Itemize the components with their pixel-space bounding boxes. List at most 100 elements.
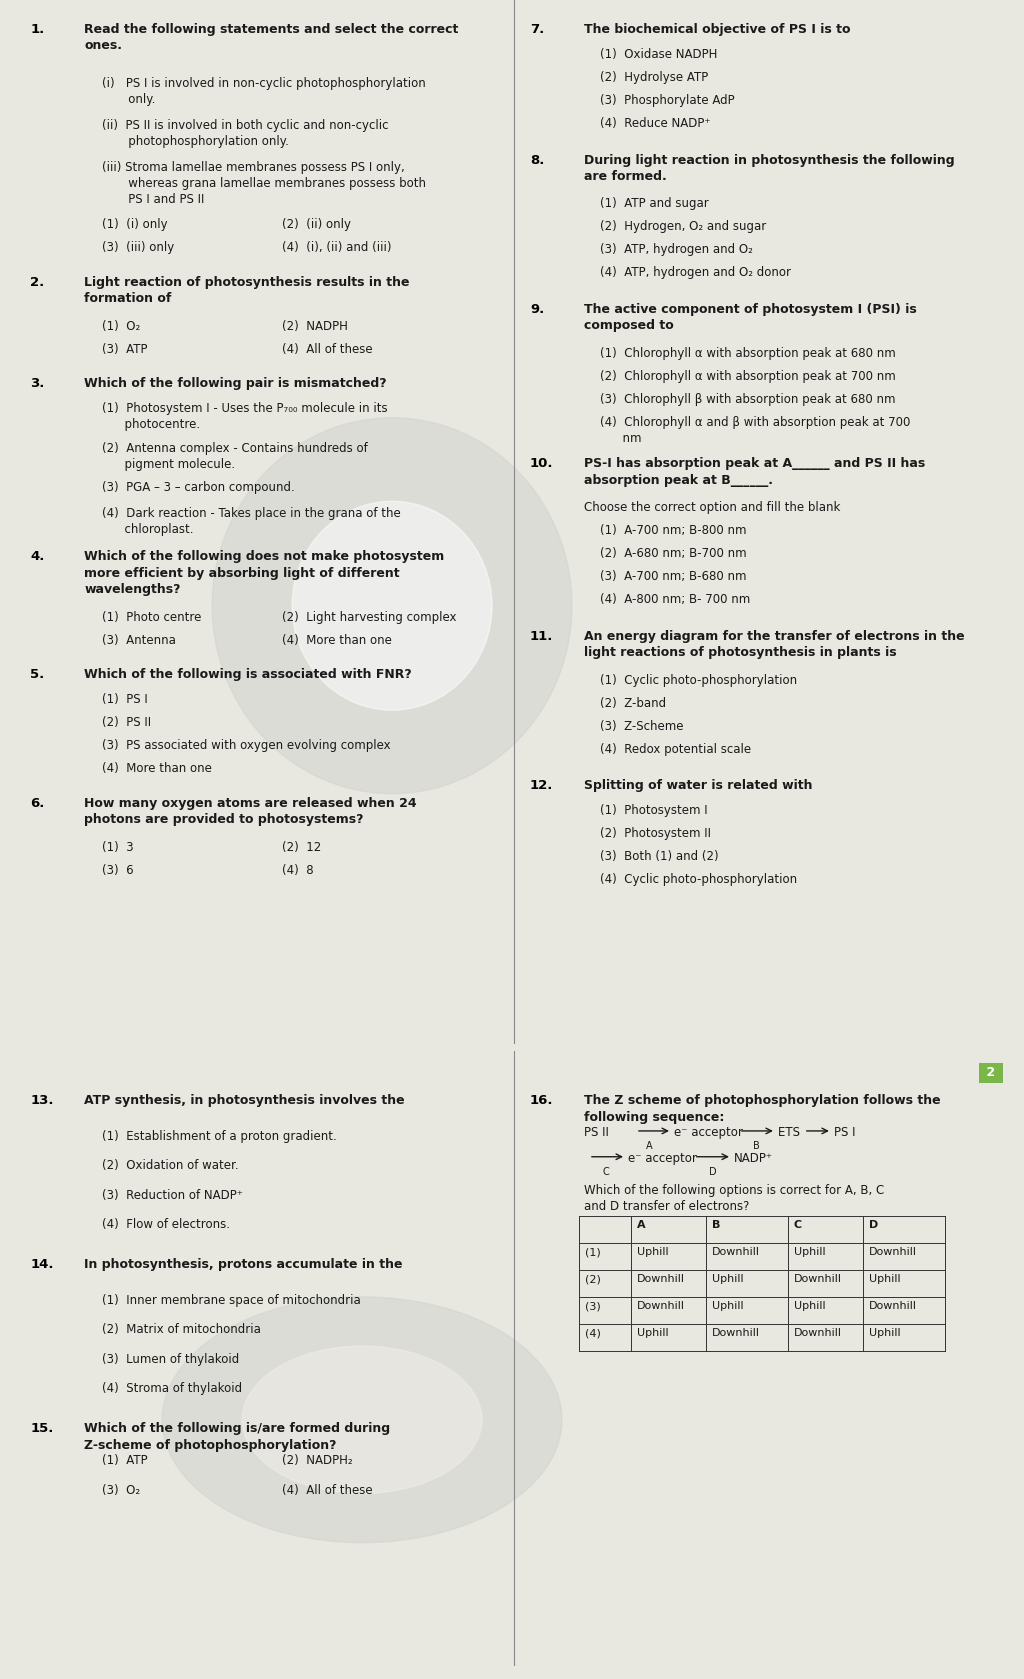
Text: (4)  Flow of electrons.: (4) Flow of electrons. [102, 1219, 230, 1231]
Text: 8.: 8. [530, 153, 545, 166]
Text: (2)  Z-band: (2) Z-band [600, 697, 666, 710]
Text: Uphill: Uphill [637, 1247, 669, 1258]
Text: (3)  ATP, hydrogen and O₂: (3) ATP, hydrogen and O₂ [600, 243, 753, 257]
Text: (iii) Stroma lamellae membranes possess PS I only,
       whereas grana lamellae: (iii) Stroma lamellae membranes possess … [102, 161, 426, 207]
Text: Light reaction of photosynthesis results in the
formation of: Light reaction of photosynthesis results… [84, 275, 410, 306]
Text: 14.: 14. [31, 1258, 54, 1271]
Text: (2)  Photosystem II: (2) Photosystem II [600, 828, 711, 840]
Text: Downhill: Downhill [637, 1274, 685, 1284]
Circle shape [292, 502, 492, 710]
Text: (3)  6: (3) 6 [102, 863, 134, 876]
Text: e⁻ acceptor: e⁻ acceptor [628, 1152, 700, 1165]
Text: Uphill: Uphill [794, 1247, 825, 1258]
Text: During light reaction in photosynthesis the following
are formed.: During light reaction in photosynthesis … [584, 153, 954, 183]
Text: (2): (2) [585, 1274, 601, 1284]
Text: (1)  Photosystem I - Uses the P₇₀₀ molecule in its
      photocentre.: (1) Photosystem I - Uses the P₇₀₀ molecu… [102, 401, 388, 432]
Text: 9.: 9. [530, 302, 544, 316]
Text: 12.: 12. [530, 779, 553, 792]
Text: A: A [637, 1221, 645, 1231]
Text: (1)  Inner membrane space of mitochondria: (1) Inner membrane space of mitochondria [102, 1295, 361, 1306]
Text: (2)  Hydrogen, O₂ and sugar: (2) Hydrogen, O₂ and sugar [600, 220, 766, 233]
Circle shape [242, 1347, 482, 1494]
Text: (1)  PS I: (1) PS I [102, 693, 148, 707]
Text: (4): (4) [585, 1328, 601, 1338]
Text: (4)  More than one: (4) More than one [102, 762, 212, 776]
Text: (3)  Both (1) and (2): (3) Both (1) and (2) [600, 850, 719, 863]
Text: 1.: 1. [31, 24, 44, 35]
Text: 7.: 7. [530, 24, 544, 35]
Text: ETS: ETS [778, 1127, 804, 1138]
Text: (4)  Reduce NADP⁺: (4) Reduce NADP⁺ [600, 118, 711, 129]
Text: 4.: 4. [31, 551, 45, 564]
Text: (1)  Establishment of a proton gradient.: (1) Establishment of a proton gradient. [102, 1130, 337, 1143]
Text: Uphill: Uphill [712, 1274, 743, 1284]
Text: (4)  ATP, hydrogen and O₂ donor: (4) ATP, hydrogen and O₂ donor [600, 267, 791, 279]
Text: (1)  Cyclic photo-phosphorylation: (1) Cyclic photo-phosphorylation [600, 673, 797, 687]
Text: Downhill: Downhill [712, 1328, 760, 1338]
Text: (4)  Stroma of thylakoid: (4) Stroma of thylakoid [102, 1382, 243, 1395]
Text: (1)  Chlorophyll α with absorption peak at 680 nm: (1) Chlorophyll α with absorption peak a… [600, 348, 896, 359]
Text: (3)  PS associated with oxygen evolving complex: (3) PS associated with oxygen evolving c… [102, 739, 391, 752]
Text: 15.: 15. [31, 1422, 53, 1436]
Text: (4)  Cyclic photo-phosphorylation: (4) Cyclic photo-phosphorylation [600, 873, 797, 887]
Text: (1): (1) [585, 1247, 601, 1258]
Circle shape [212, 418, 572, 794]
Text: (3): (3) [585, 1301, 601, 1311]
Text: (1)  (i) only: (1) (i) only [102, 218, 168, 232]
Text: (1)  O₂: (1) O₂ [102, 319, 140, 332]
Text: Which of the following is/are formed during
Z-scheme of photophosphorylation?: Which of the following is/are formed dur… [84, 1422, 390, 1452]
Text: (4)  All of these: (4) All of these [283, 343, 373, 356]
Text: D: D [709, 1167, 717, 1177]
Text: (ii)  PS II is involved in both cyclic and non-cyclic
       photophosphorylatio: (ii) PS II is involved in both cyclic an… [102, 119, 389, 148]
Text: D: D [868, 1221, 878, 1231]
Text: 6.: 6. [31, 798, 45, 809]
Text: Uphill: Uphill [868, 1274, 900, 1284]
Text: (2)  Matrix of mitochondria: (2) Matrix of mitochondria [102, 1323, 261, 1336]
Text: C: C [602, 1167, 609, 1177]
Text: Uphill: Uphill [637, 1328, 669, 1338]
Text: (2)  Antenna complex - Contains hundreds of
      pigment molecule.: (2) Antenna complex - Contains hundreds … [102, 442, 368, 470]
Text: PS II: PS II [584, 1127, 612, 1138]
Text: The Z scheme of photophosphorylation follows the
following sequence:: The Z scheme of photophosphorylation fol… [584, 1095, 941, 1123]
Text: (1)  ATP: (1) ATP [102, 1454, 147, 1467]
Text: (3)  Reduction of NADP⁺: (3) Reduction of NADP⁺ [102, 1189, 243, 1202]
Text: (2)  Light harvesting complex: (2) Light harvesting complex [283, 611, 457, 625]
Text: (4)  A-800 nm; B- 700 nm: (4) A-800 nm; B- 700 nm [600, 593, 751, 606]
Text: Read the following statements and select the correct
ones.: Read the following statements and select… [84, 24, 459, 52]
Text: (3)  O₂: (3) O₂ [102, 1484, 140, 1496]
Text: (4)  8: (4) 8 [283, 863, 313, 876]
Text: (3)  (iii) only: (3) (iii) only [102, 242, 174, 254]
Text: C: C [794, 1221, 802, 1231]
Text: A: A [645, 1140, 652, 1150]
Text: Which of the following is associated with FNR?: Which of the following is associated wit… [84, 668, 412, 682]
Text: 13.: 13. [31, 1095, 54, 1106]
Text: (3)  A-700 nm; B-680 nm: (3) A-700 nm; B-680 nm [600, 571, 746, 583]
Text: B: B [712, 1221, 720, 1231]
Text: e⁻ acceptor: e⁻ acceptor [674, 1127, 746, 1138]
Text: Downhill: Downhill [794, 1274, 842, 1284]
Text: (2)  (ii) only: (2) (ii) only [283, 218, 351, 232]
Text: Uphill: Uphill [794, 1301, 825, 1311]
Text: PS I: PS I [834, 1127, 855, 1138]
Text: (2)  NADPH: (2) NADPH [283, 319, 348, 332]
Text: PS-I has absorption peak at A______ and PS II has
absorption peak at B______.: PS-I has absorption peak at A______ and … [584, 457, 926, 487]
Text: 2: 2 [982, 1066, 999, 1080]
Text: Choose the correct option and fill the blank: Choose the correct option and fill the b… [584, 502, 841, 514]
Text: 10.: 10. [530, 457, 554, 470]
Text: 5.: 5. [31, 668, 44, 682]
Text: Downhill: Downhill [868, 1247, 916, 1258]
Text: The biochemical objective of PS I is to: The biochemical objective of PS I is to [584, 24, 851, 35]
Text: (1)  Photosystem I: (1) Photosystem I [600, 804, 708, 818]
Text: How many oxygen atoms are released when 24
photons are provided to photosystems?: How many oxygen atoms are released when … [84, 798, 417, 826]
Text: Which of the following pair is mismatched?: Which of the following pair is mismatche… [84, 378, 387, 390]
Text: (3)  ATP: (3) ATP [102, 343, 147, 356]
Text: (4)  More than one: (4) More than one [283, 635, 392, 646]
Text: (4)  Redox potential scale: (4) Redox potential scale [600, 742, 751, 756]
Circle shape [162, 1296, 562, 1543]
Text: 3.: 3. [31, 378, 45, 390]
Text: (3)  Z-Scheme: (3) Z-Scheme [600, 720, 683, 732]
Text: (3)  Chlorophyll β with absorption peak at 680 nm: (3) Chlorophyll β with absorption peak a… [600, 393, 895, 406]
Text: (i)   PS I is involved in non-cyclic photophosphorylation
       only.: (i) PS I is involved in non-cyclic photo… [102, 77, 426, 106]
Text: (2)  Hydrolyse ATP: (2) Hydrolyse ATP [600, 71, 709, 84]
Text: (3)  PGA – 3 – carbon compound.: (3) PGA – 3 – carbon compound. [102, 482, 295, 494]
